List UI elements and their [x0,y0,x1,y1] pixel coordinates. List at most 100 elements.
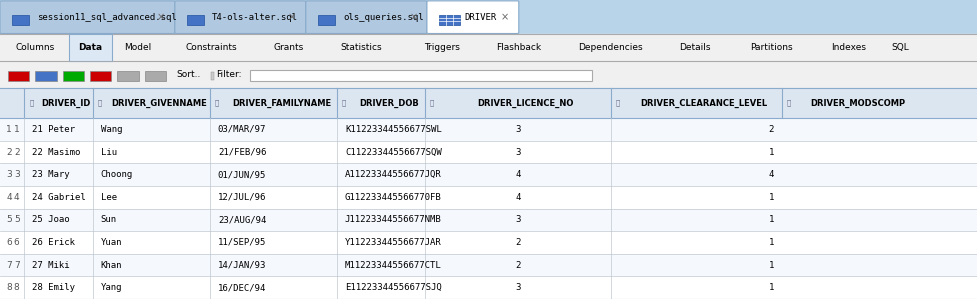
Text: 2: 2 [515,261,521,270]
Text: 16/DEC/94: 16/DEC/94 [218,283,267,292]
Text: ×: × [501,12,509,22]
Text: 23 Mary: 23 Mary [32,170,70,179]
Text: 14/JAN/93: 14/JAN/93 [218,261,267,270]
Text: 22 Masimo: 22 Masimo [32,147,81,156]
Bar [0,118,977,141]
Text: 26 Erick: 26 Erick [32,238,75,247]
Text: Liu: Liu [101,147,117,156]
Text: 4: 4 [515,170,521,179]
Text: ⬥: ⬥ [616,100,619,106]
Bar [0,231,977,254]
Text: ⬥: ⬥ [430,100,434,106]
Text: 8: 8 [14,283,20,292]
Text: 1: 1 [6,125,12,134]
Text: DRIVER_MODSCOMP: DRIVER_MODSCOMP [810,99,906,108]
Text: 24 Gabriel: 24 Gabriel [32,193,86,202]
FancyBboxPatch shape [0,1,175,33]
Bar [0,88,977,118]
Text: 23/AUG/94: 23/AUG/94 [218,215,267,224]
Bar [318,15,335,25]
Bar [439,15,460,25]
FancyBboxPatch shape [306,1,427,33]
Text: 3: 3 [515,215,521,224]
Bar [90,71,111,81]
Text: Partitions: Partitions [750,43,793,52]
Text: ⬥: ⬥ [342,100,346,106]
Text: 2: 2 [768,125,774,134]
Text: Choong: Choong [101,170,133,179]
FancyBboxPatch shape [175,1,306,33]
Text: Constraints: Constraints [186,43,237,52]
Text: 1: 1 [768,193,774,202]
Text: Columns: Columns [16,43,55,52]
Text: 1: 1 [768,238,774,247]
Text: ⬥: ⬥ [215,100,219,106]
Bar [187,15,204,25]
Text: 27 Miki: 27 Miki [32,261,70,270]
Text: Filter:: Filter: [216,70,241,79]
Bar [35,71,57,81]
Bar [211,72,214,80]
Text: 1: 1 [14,125,20,134]
Bar [0,61,977,88]
Bar [250,70,592,81]
Bar [0,163,977,186]
Text: J11223344556677NMB: J11223344556677NMB [345,215,442,224]
Text: 4: 4 [768,170,774,179]
Bar [0,209,977,231]
Text: 6: 6 [6,238,12,247]
Text: ols_queries.sql: ols_queries.sql [343,13,424,22]
Text: 1: 1 [768,147,774,156]
Text: 21 Peter: 21 Peter [32,125,75,134]
Text: G112233445566770FB: G112233445566770FB [345,193,442,202]
Text: 2: 2 [14,147,20,156]
Text: 28 Emily: 28 Emily [32,283,75,292]
Text: Flashback: Flashback [496,43,541,52]
Text: M11223344556677CTL: M11223344556677CTL [345,261,442,270]
Text: 3: 3 [515,125,521,134]
Text: 6: 6 [14,238,20,247]
Text: 5: 5 [14,215,20,224]
Bar [0,0,977,34]
Text: Yang: Yang [101,283,122,292]
Bar [117,71,139,81]
Text: ⬥: ⬥ [786,100,790,106]
Text: 25 Joao: 25 Joao [32,215,70,224]
Text: ⬥: ⬥ [29,100,33,106]
Text: Statistics: Statistics [341,43,382,52]
Text: 3: 3 [515,283,521,292]
Text: session11_sql_advanced.sql: session11_sql_advanced.sql [37,13,177,22]
Text: 4: 4 [6,193,12,202]
Text: 2: 2 [6,147,12,156]
Text: 01/JUN/95: 01/JUN/95 [218,170,267,179]
Text: DRIVER_GIVENNAME: DRIVER_GIVENNAME [111,99,207,108]
Text: Model: Model [124,43,151,52]
Text: K11223344556677SWL: K11223344556677SWL [345,125,442,134]
Text: Indexes: Indexes [831,43,867,52]
Text: 1: 1 [768,261,774,270]
Text: A11223344556677JQR: A11223344556677JQR [345,170,442,179]
Text: ×: × [157,12,165,22]
Text: E11223344556677SJQ: E11223344556677SJQ [345,283,442,292]
Text: 5: 5 [6,215,12,224]
Text: Grants: Grants [274,43,303,52]
Text: T4-ols-alter.sql: T4-ols-alter.sql [212,13,298,22]
Text: 03/MAR/97: 03/MAR/97 [218,125,267,134]
Text: 4: 4 [515,193,521,202]
Text: 3: 3 [14,170,20,179]
Text: Wang: Wang [101,125,122,134]
Text: 4: 4 [14,193,20,202]
Bar [0,254,977,276]
Text: ⬥: ⬥ [98,100,102,106]
Text: 8: 8 [6,283,12,292]
Text: Sun: Sun [101,215,117,224]
Bar [0,186,977,209]
Text: 21/FEB/96: 21/FEB/96 [218,147,267,156]
Bar [145,71,166,81]
Text: ×: × [288,12,296,22]
Text: Triggers: Triggers [424,43,460,52]
Text: ×: × [409,12,417,22]
Bar [12,15,29,25]
Text: Y11223344556677JAR: Y11223344556677JAR [345,238,442,247]
Text: DRIVER: DRIVER [464,13,496,22]
